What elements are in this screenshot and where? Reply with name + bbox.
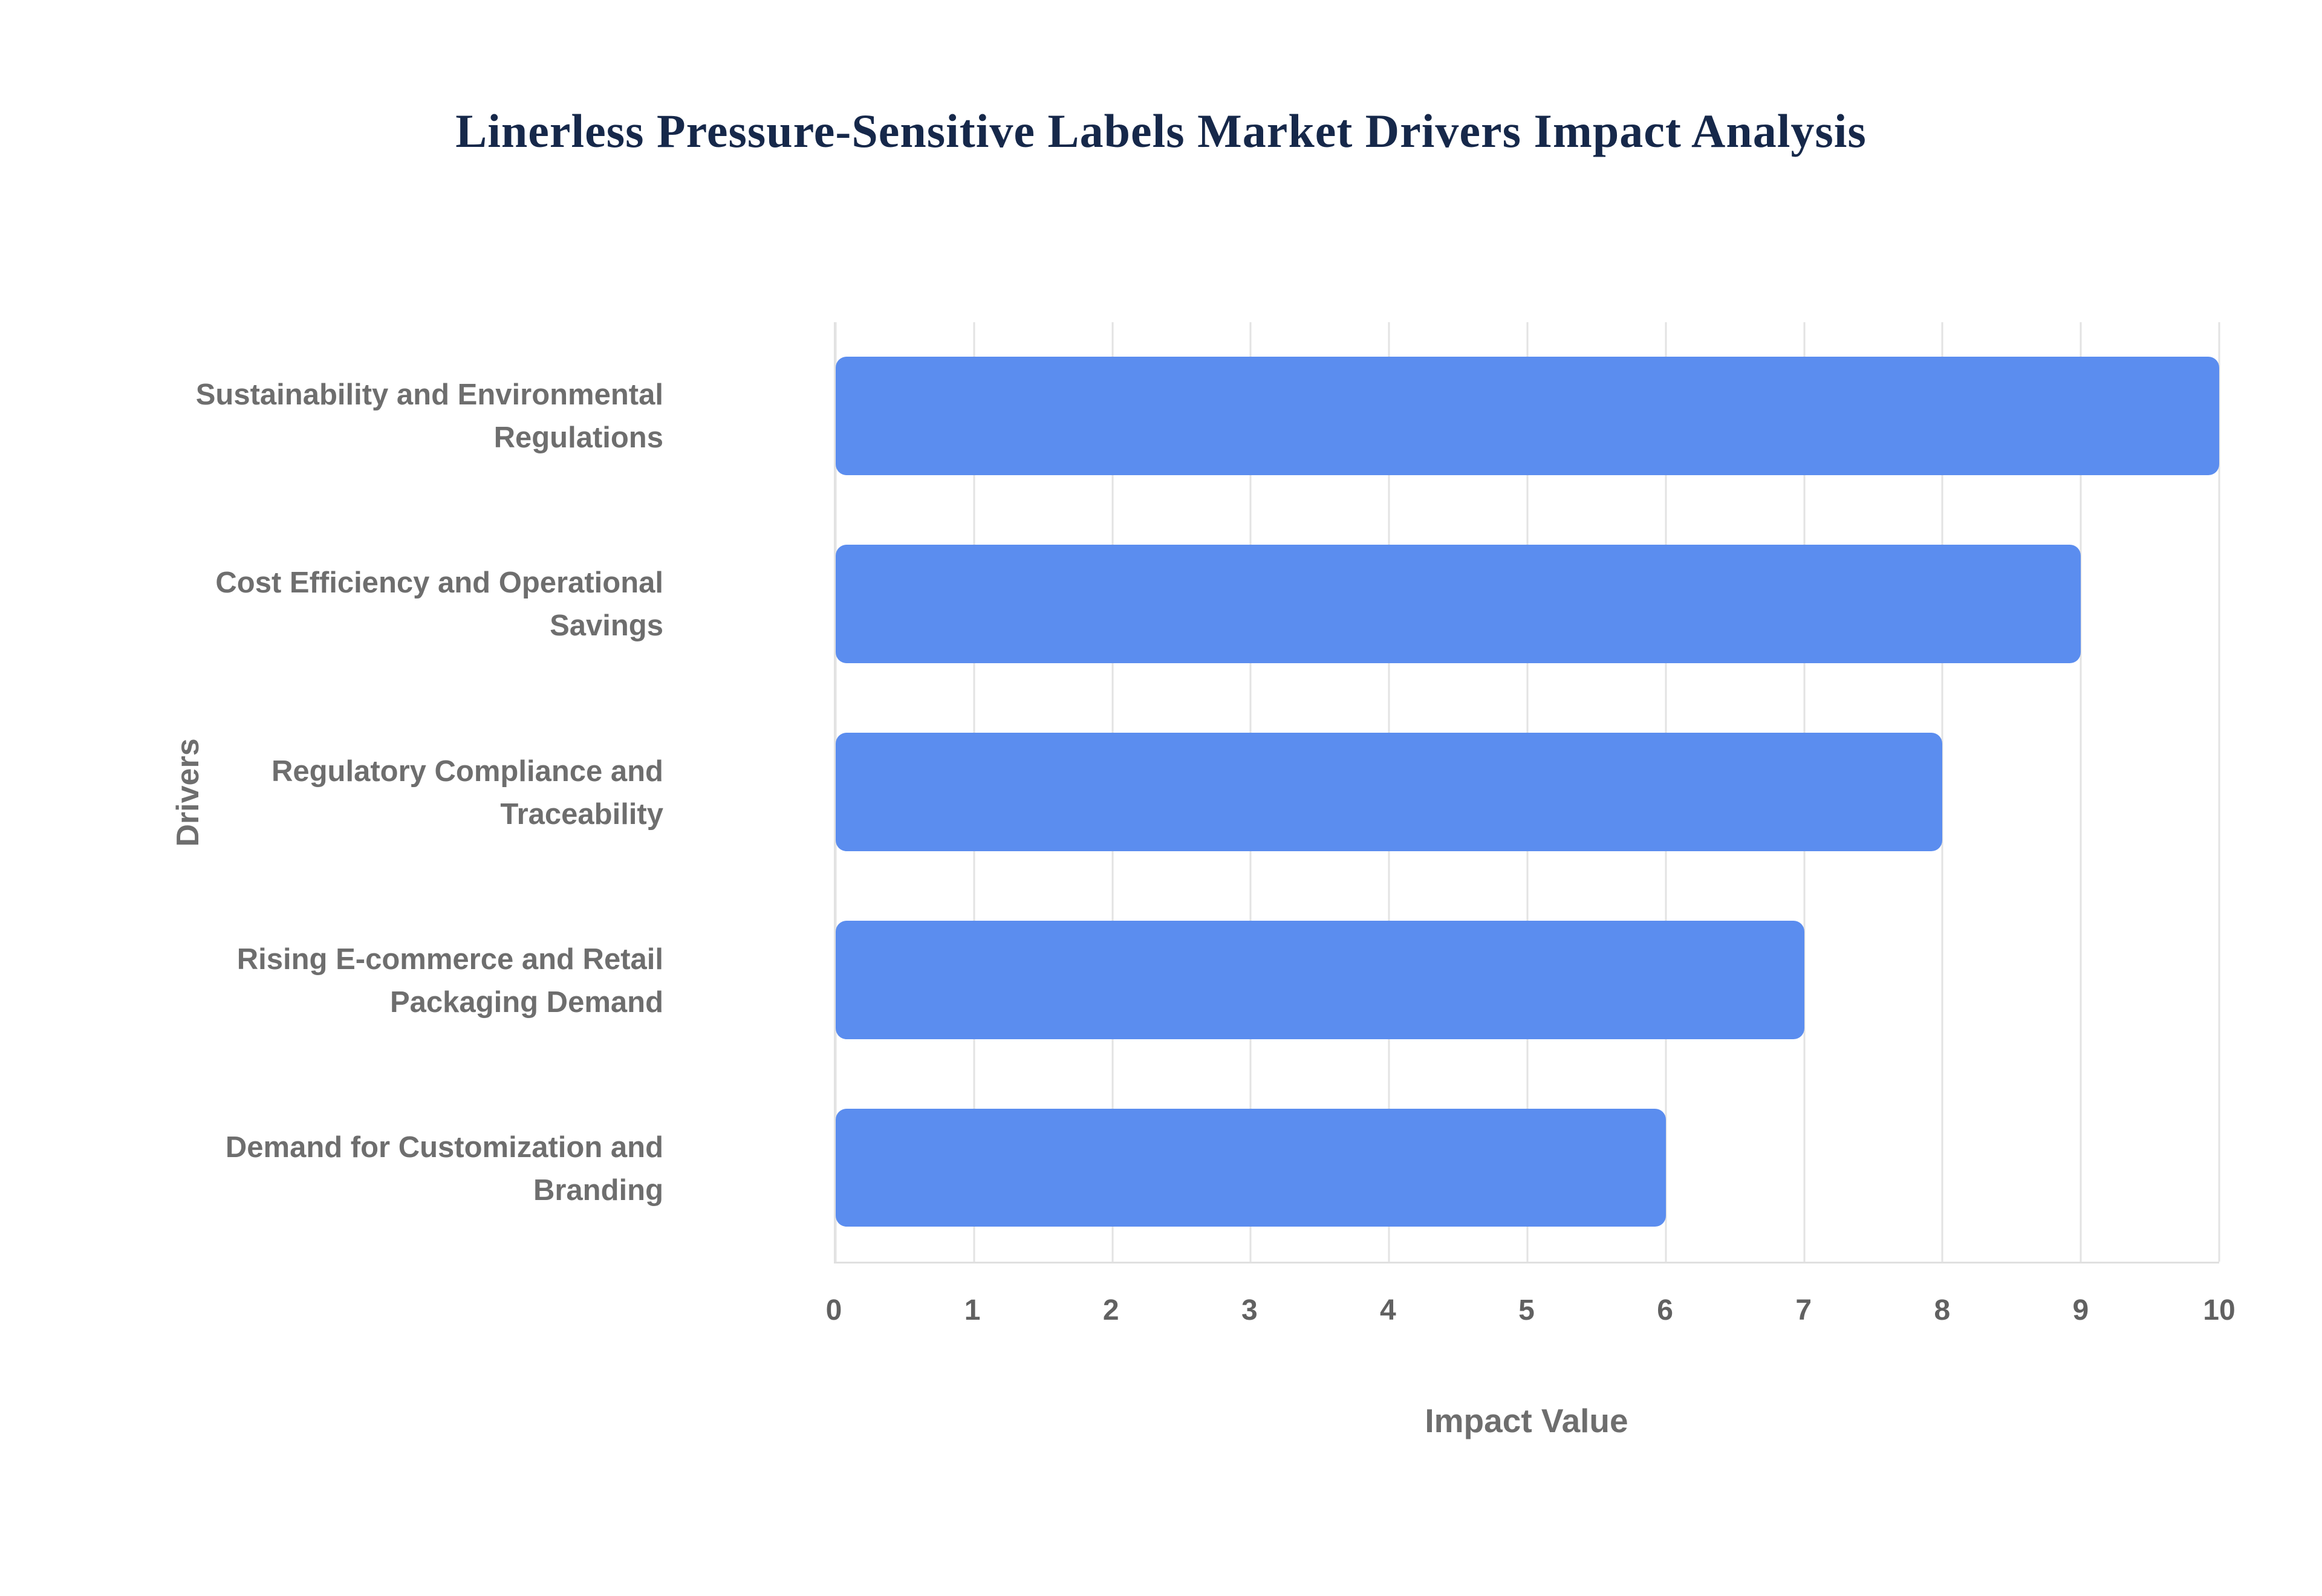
plot-area: [834, 322, 2220, 1264]
x-tick-label: 2: [1102, 1294, 1119, 1326]
y-category-label: Cost Efficiency and Operational Savings: [215, 566, 663, 643]
y-category-label: Demand for Customization and Branding: [225, 1131, 663, 1207]
bar: [836, 1108, 1666, 1227]
x-tick-label: 1: [964, 1294, 981, 1326]
y-category-label: Regulatory Compliance and Traceability: [271, 754, 663, 831]
x-axis-title: Impact Value: [1425, 1402, 1628, 1439]
grid-line: [2218, 322, 2220, 1262]
x-tick-label: 9: [2072, 1294, 2089, 1326]
chart-title: Linerless Pressure-Sensitive Labels Mark…: [455, 105, 1867, 157]
x-tick-label: 8: [1934, 1294, 1951, 1326]
bar: [836, 733, 1943, 851]
bar: [836, 357, 2219, 476]
x-tick-label: 7: [1795, 1294, 1812, 1326]
grid-line: [2080, 322, 2082, 1262]
x-tick-label: 4: [1380, 1294, 1396, 1326]
x-axis-tick-labels: 0 1 2 3 4 5 6 7 8 9 10: [826, 1294, 2236, 1336]
x-tick-label: 3: [1241, 1294, 1258, 1326]
x-tick-label: 5: [1518, 1294, 1535, 1326]
x-tick-label: 0: [825, 1294, 842, 1326]
bar: [836, 920, 1804, 1039]
y-category-label: Rising E-commerce and Retail Packaging D…: [236, 942, 663, 1019]
grid-line: [1941, 322, 1943, 1262]
bar: [836, 545, 2081, 664]
y-axis-category-labels: Sustainability and Environmental Regulat…: [192, 322, 663, 1264]
y-category-label: Sustainability and Environmental Regulat…: [195, 378, 663, 454]
x-tick-label: 6: [1657, 1294, 1673, 1326]
x-tick-label: 10: [2203, 1294, 2236, 1326]
